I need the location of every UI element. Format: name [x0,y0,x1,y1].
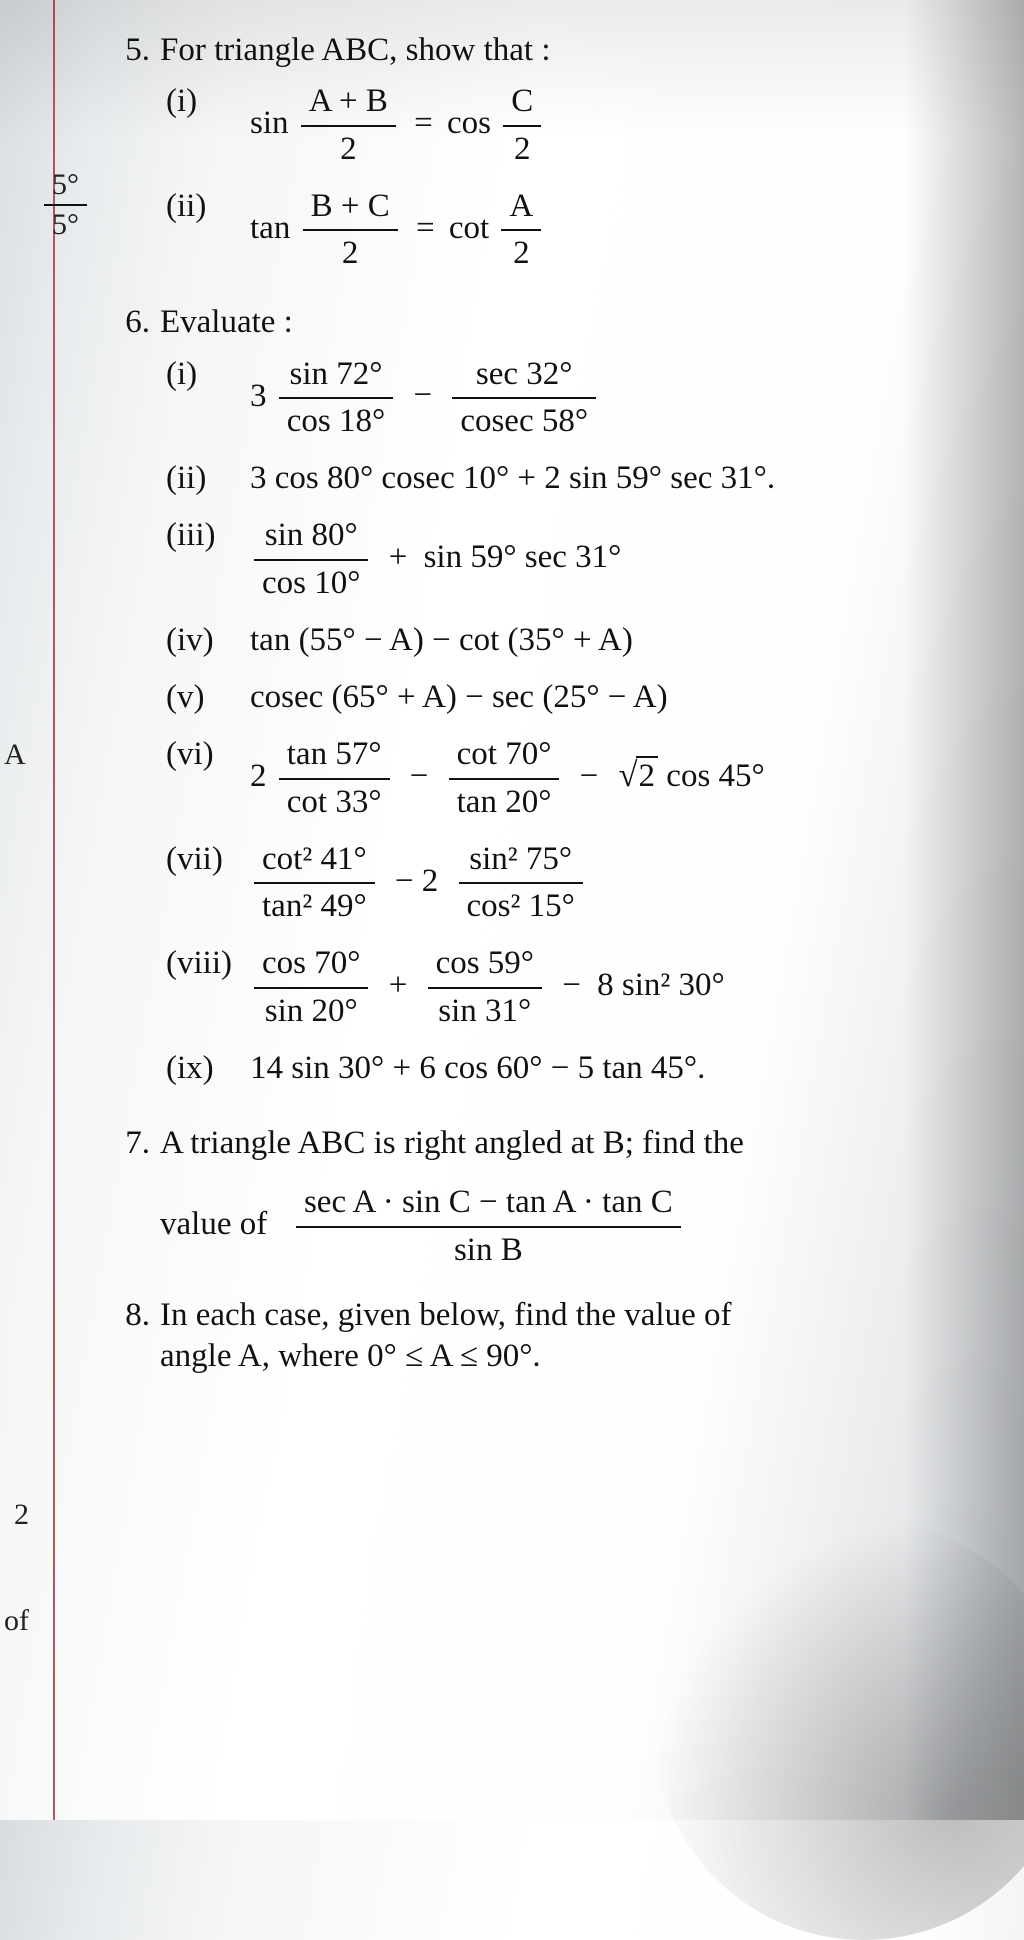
q6viii-label: (viii) [160,943,250,984]
q7-number: 7. [110,1123,160,1164]
margin-letter-a: A [4,738,59,772]
q5ii-rhs-frac: A 2 [501,186,541,275]
q6-part-iv: (iv) tan (55° − A) − cot (35° + A) [160,620,974,661]
q6vi-minus2: − [580,758,599,794]
q6v-label: (v) [160,677,250,718]
q6-part-viii: (viii) cos 70° sin 20° + cos 59° sin 31°… [160,943,974,1032]
q5-part-i: (i) sin A + B 2 = cos C 2 [160,81,974,170]
q6-part-vii: (vii) cot² 41° tan² 49° − 2 sin² 75° cos… [160,839,974,928]
q7-line1: A triangle ABC is right angled at B; fin… [160,1123,974,1164]
q6viii-plus: + [389,967,408,1003]
q6vi-label: (vi) [160,734,250,775]
q6-part-v: (v) cosec (65° + A) − sec (25° − A) [160,677,974,718]
q6i-label: (i) [160,354,250,395]
margin-frac-bottom: 5° [44,206,87,242]
margin-word-of: of [4,1604,59,1638]
q6-number: 6. [110,302,160,343]
q6iii-plus: + [389,539,408,575]
question-6: 6. Evaluate : (i) 3 sin 72° cos 18° − se… [110,302,974,1105]
q6ix-label: (ix) [160,1048,250,1089]
q7-valueof: value of [160,1206,267,1242]
q6vii-minus: − 2 [395,863,438,899]
q7-line2: value of sec A · sin C − tan A · tan C s… [160,1182,974,1271]
q5i-lhs-fn: sin [250,105,289,141]
q6vi-tail: cos 45° [666,758,764,794]
page-content: 5. For triangle ABC, show that : (i) sin… [110,30,974,1377]
q6viii-frac2: cos 59° sin 31° [428,943,542,1032]
q5i-rhs-fn: cos [447,105,491,141]
q5-part-ii: (ii) tan B + C 2 = cot A 2 [160,186,974,275]
q5-stem: For triangle ABC, show that : [160,30,974,71]
q7-frac: sec A · sin C − tan A · tan C sin B [296,1182,681,1271]
q6i-frac1: sin 72° cos 18° [279,354,393,443]
question-8: 8. In each case, given below, find the v… [110,1295,974,1378]
q5ii-eq: = [416,210,435,246]
margin-frac-top: 5° [44,168,87,206]
question-5: 5. For triangle ABC, show that : (i) sin… [110,30,974,290]
q6iii-label: (iii) [160,515,250,556]
q6-part-iii: (iii) sin 80° cos 10° + sin 59° sec 31° [160,515,974,604]
margin-fraction: 5° 5° [40,168,95,242]
q6vii-frac2: sin² 75° cos² 15° [459,839,583,928]
page-margin-rule [0,0,55,1820]
q6-part-vi: (vi) 2 tan 57° cot 33° − cot 70° tan 20°… [160,734,974,823]
q6-stem: Evaluate : [160,302,974,343]
q6iii-tail: sin 59° sec 31° [424,539,622,575]
q5-number: 5. [110,30,160,71]
q6i-coeff: 3 [250,377,267,413]
q6vi-coeff: 2 [250,758,267,794]
q6viii-minus: − [562,967,581,1003]
q6iv-expr: tan (55° − A) − cot (35° + A) [250,620,974,661]
q6-part-ii: (ii) 3 cos 80° cosec 10° + 2 sin 59° sec… [160,458,974,499]
q5ii-lhs-frac: B + C 2 [303,186,398,275]
q6vi-frac2: cot 70° tan 20° [449,734,560,823]
margin-number-2: 2 [14,1498,69,1532]
q8-line2: angle A, where 0° ≤ A ≤ 90°. [160,1336,974,1377]
q6iii-frac: sin 80° cos 10° [254,515,368,604]
page-curl-shadow [654,1520,1024,1940]
textbook-page: 5° 5° A 2 of 5. For triangle ABC, show t… [0,0,1024,1820]
q6viii-frac1: cos 70° sin 20° [254,943,368,1032]
q6ii-expr: 3 cos 80° cosec 10° + 2 sin 59° sec 31°. [250,458,974,499]
q6vii-frac1: cot² 41° tan² 49° [254,839,375,928]
q6vi-radical: 2 [615,754,659,797]
q5i-rhs-frac: C 2 [503,81,541,170]
q6i-frac2: sec 32° cosec 58° [452,354,596,443]
q6viii-tail: 8 sin² 30° [597,967,725,1003]
q8-number: 8. [110,1295,160,1336]
q6vi-frac1: tan 57° cot 33° [279,734,390,823]
q8-line1: In each case, given below, find the valu… [160,1295,974,1336]
q5i-eq: = [414,105,433,141]
q6v-expr: cosec (65° + A) − sec (25° − A) [250,677,974,718]
q6vi-minus1: − [410,758,429,794]
q5ii-lhs-fn: tan [250,210,290,246]
q5i-label: (i) [160,81,250,122]
q5ii-rhs-fn: cot [449,210,489,246]
q6i-minus: − [413,377,432,413]
q6ix-expr: 14 sin 30° + 6 cos 60° − 5 tan 45°. [250,1048,974,1089]
q6-part-ix: (ix) 14 sin 30° + 6 cos 60° − 5 tan 45°. [160,1048,974,1089]
q6-part-i: (i) 3 sin 72° cos 18° − sec 32° cosec 58… [160,354,974,443]
q6iv-label: (iv) [160,620,250,661]
q5ii-label: (ii) [160,186,250,227]
question-7: 7. A triangle ABC is right angled at B; … [110,1123,974,1271]
q6ii-label: (ii) [160,458,250,499]
q5i-lhs-frac: A + B 2 [301,81,396,170]
q6vii-label: (vii) [160,839,250,880]
